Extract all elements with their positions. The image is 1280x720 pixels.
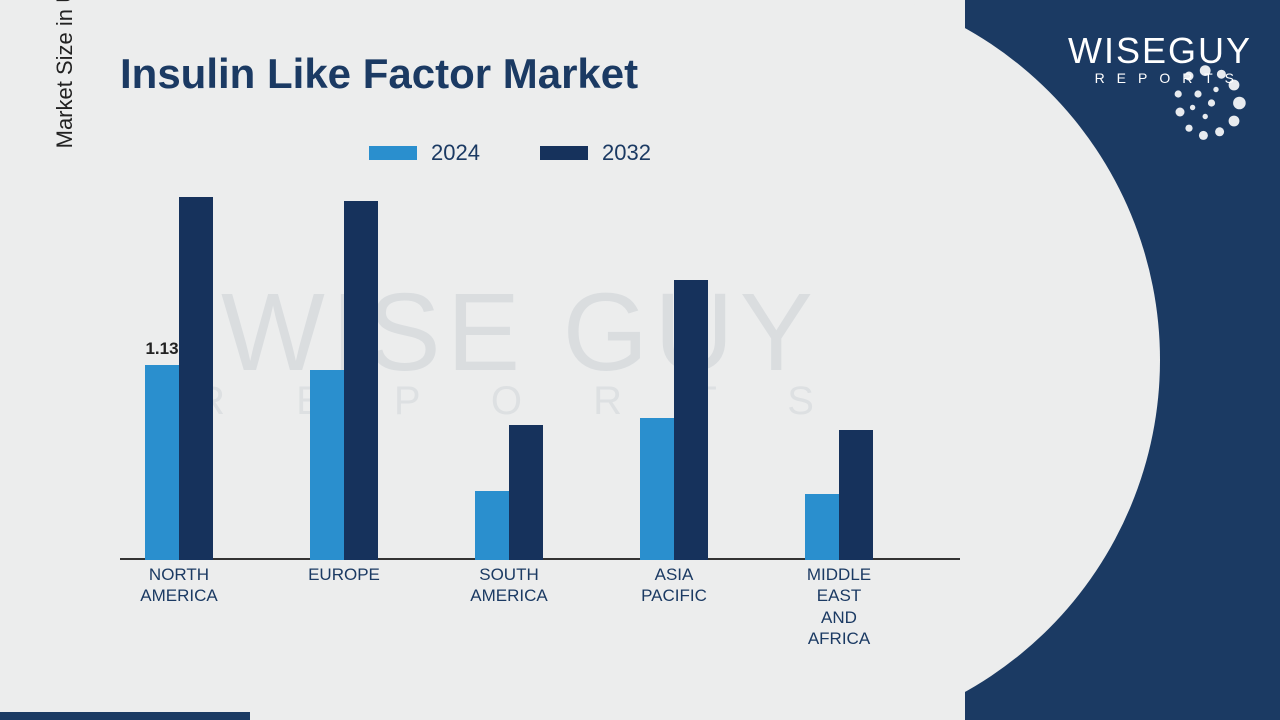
plot-area: 1.13	[120, 180, 960, 560]
bar	[179, 197, 213, 560]
bar	[344, 201, 378, 560]
bar	[640, 418, 674, 560]
legend-swatch-2024	[369, 146, 417, 160]
bar	[674, 280, 708, 560]
bar	[475, 491, 509, 560]
bottom-accent-stripe	[0, 712, 250, 720]
legend-label-2032: 2032	[602, 140, 651, 166]
stage: WISE GUY R E P O R T S Insulin Like Fact…	[0, 0, 1280, 720]
category-label: SOUTHAMERICA	[444, 564, 574, 607]
brain-dots-icon	[1162, 58, 1252, 148]
bar-value-label: 1.13	[145, 339, 178, 359]
category-label: MIDDLEEASTANDAFRICA	[774, 564, 904, 649]
category-label: NORTHAMERICA	[114, 564, 244, 607]
chart: Market Size in USD Billion 2024 2032 1.1…	[60, 140, 960, 660]
bar	[805, 494, 839, 560]
bar	[839, 430, 873, 560]
x-axis-labels: NORTHAMERICAEUROPESOUTHAMERICAASIAPACIFI…	[120, 560, 960, 660]
bar	[509, 425, 543, 560]
page-title: Insulin Like Factor Market	[120, 50, 638, 98]
legend-item-2024: 2024	[369, 140, 480, 166]
legend: 2024 2032	[60, 140, 960, 166]
legend-item-2032: 2032	[540, 140, 651, 166]
bar	[310, 370, 344, 560]
bar	[145, 365, 179, 560]
y-axis-label: Market Size in USD Billion	[52, 0, 78, 210]
legend-swatch-2032	[540, 146, 588, 160]
category-label: ASIAPACIFIC	[609, 564, 739, 607]
brand-logo: WISEGUY REPORTS	[992, 30, 1252, 86]
category-label: EUROPE	[279, 564, 409, 585]
legend-label-2024: 2024	[431, 140, 480, 166]
brand-main-a: WISE	[1068, 30, 1168, 71]
